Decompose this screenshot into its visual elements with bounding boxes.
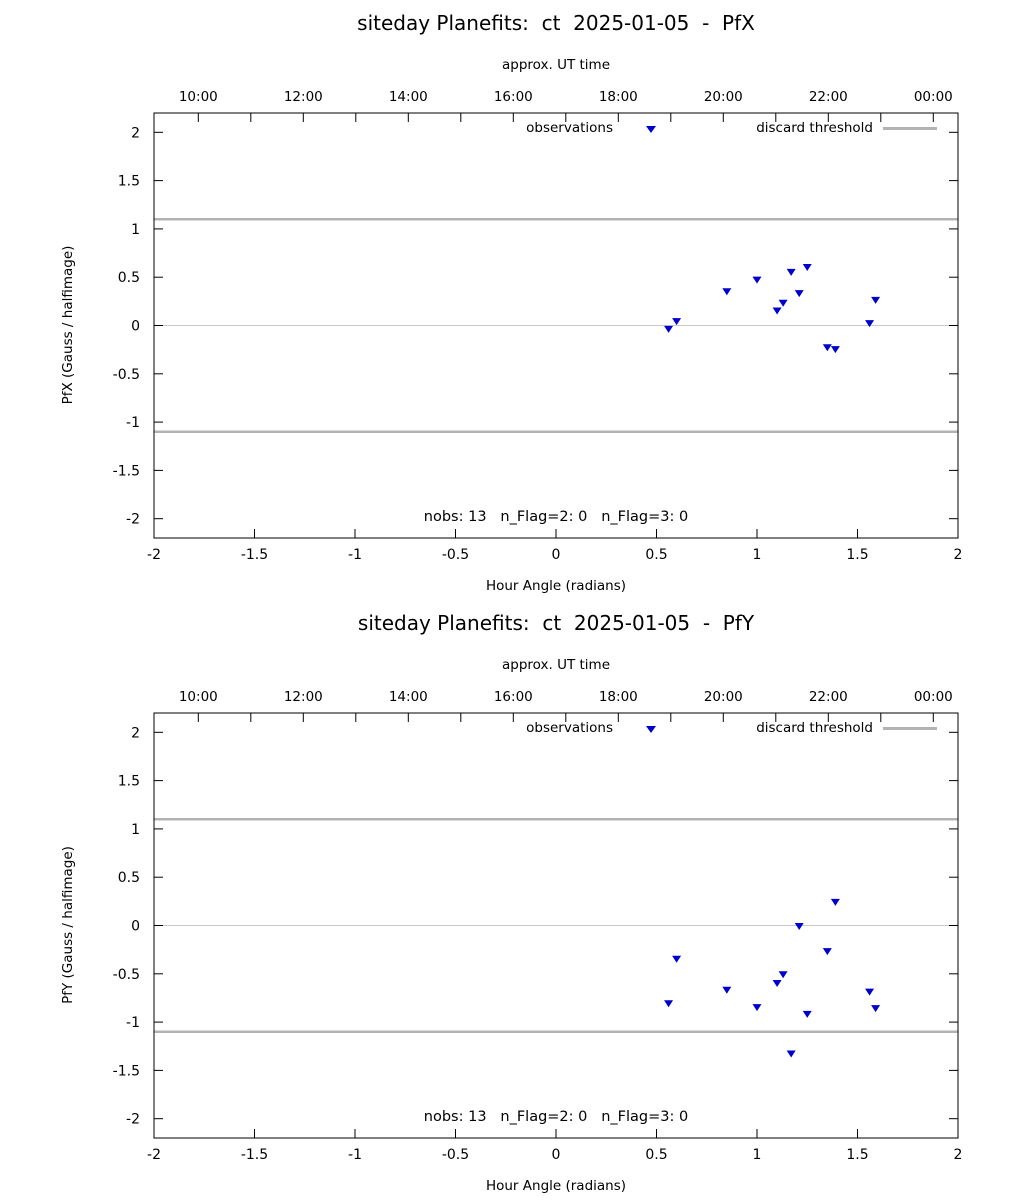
stats-text-pfy: nobs: 13 n_Flag=2: 0 n_Flag=3: 0 xyxy=(423,1109,689,1125)
ut-tick-label: 18:00 xyxy=(599,689,638,705)
ut-tick-label: 12:00 xyxy=(284,89,323,105)
x-tick-label: 1.5 xyxy=(846,1147,868,1163)
ut-tick-label: 12:00 xyxy=(284,689,323,705)
legend-observations-label: observations xyxy=(526,720,613,736)
pfy-chart-panel: siteday Planefits: ct 2025-01-05 - PfY a… xyxy=(0,600,1024,1200)
data-point xyxy=(772,979,782,987)
data-point xyxy=(664,1000,674,1008)
ut-tick-label: 10:00 xyxy=(179,89,218,105)
data-point xyxy=(664,325,674,333)
triangle-down-icon xyxy=(646,126,656,133)
x-axis-title-pfx: Hour Angle (radians) xyxy=(485,578,627,594)
stats-text-pfx: nobs: 13 n_Flag=2: 0 n_Flag=3: 0 xyxy=(423,509,689,525)
data-point xyxy=(778,299,788,307)
ut-tick-label: 22:00 xyxy=(809,89,848,105)
data-point xyxy=(871,1005,881,1013)
data-point xyxy=(830,346,840,354)
ut-tick-label: 20:00 xyxy=(704,689,743,705)
pfx-chart-panel: siteday Planefits: ct 2025-01-05 - PfX a… xyxy=(60,11,963,594)
data-point xyxy=(672,318,682,326)
x-tick-label: 0.5 xyxy=(645,547,667,563)
x-tick-label: 0 xyxy=(552,1147,561,1163)
pfx-plot-area: -2 -1.5 -1 -0.5 0 0.5 1 1.5 2 -2 -1.5 -1 -0.5 0 0.5 1 1.… xyxy=(113,89,963,563)
data-point xyxy=(822,344,832,352)
data-point xyxy=(786,268,796,276)
data-point xyxy=(772,307,782,315)
ut-tick-label: 14:00 xyxy=(389,689,428,705)
y-tick-label: -1.5 xyxy=(113,1063,140,1079)
x-tick-label: -0.5 xyxy=(442,547,469,563)
threshold-line-icon xyxy=(883,727,937,730)
y-tick-label: -0.5 xyxy=(113,967,140,983)
data-point xyxy=(752,1004,762,1012)
ut-tick-label: 20:00 xyxy=(704,89,743,105)
data-point xyxy=(786,1050,796,1058)
data-point xyxy=(794,290,804,298)
ut-tick-label: 16:00 xyxy=(494,689,533,705)
ut-tick-label: 16:00 xyxy=(494,89,533,105)
data-point xyxy=(802,1010,812,1018)
x-tick-label: -1.5 xyxy=(241,547,268,563)
x-tick-label: 2 xyxy=(954,1147,963,1163)
ut-tick-label: 18:00 xyxy=(599,89,638,105)
y-tick-label: -1.5 xyxy=(113,463,140,479)
x-tick-label: -1 xyxy=(348,1147,362,1163)
ut-tick-label: 00:00 xyxy=(914,689,953,705)
y-tick-label: 1 xyxy=(131,822,140,838)
pfy-plot-area: -2 -1.5 -1 -0.5 0 0.5 1 1.5 2 -2 -1.5 -1 -0.5 0 0.5 1 1.… xyxy=(113,689,963,1163)
y-tick-label: 0 xyxy=(131,919,140,935)
data-point xyxy=(722,986,732,994)
y-tick-label: 2 xyxy=(131,125,140,141)
y-tick-label: 0 xyxy=(131,319,140,335)
data-point xyxy=(722,288,732,296)
x-tick-label: -0.5 xyxy=(442,1147,469,1163)
y-tick-label: 1.5 xyxy=(118,174,140,190)
chart-title-pfy: siteday Planefits: ct 2025-01-05 - PfY xyxy=(357,611,755,635)
y-tick-label: 1.5 xyxy=(118,774,140,790)
x-tick-label: 1 xyxy=(753,1147,762,1163)
legend-discard-threshold-label: discard threshold xyxy=(756,120,873,136)
y-tick-label: 2 xyxy=(131,725,140,741)
x-tick-label: 1.5 xyxy=(846,547,868,563)
y-tick-label: -1 xyxy=(126,415,140,431)
x-tick-label: -2 xyxy=(147,1147,161,1163)
x-axis-title-pfy: Hour Angle (radians) xyxy=(485,1178,627,1194)
x-tick-label: -1.5 xyxy=(241,1147,268,1163)
x-tick-label: -2 xyxy=(147,547,161,563)
y-tick-label: -1 xyxy=(126,1015,140,1031)
y-tick-label: 0.5 xyxy=(118,270,140,286)
legend-discard-threshold-label: discard threshold xyxy=(756,720,873,736)
legend-observations-label: observations xyxy=(526,120,613,136)
triangle-down-icon xyxy=(646,726,656,733)
ut-time-axis-title: approx. UT time xyxy=(502,657,610,673)
ut-tick-label: 22:00 xyxy=(809,689,848,705)
data-point xyxy=(752,276,762,284)
ut-tick-label: 14:00 xyxy=(389,89,428,105)
x-tick-label: 0.5 xyxy=(645,1147,667,1163)
chart-title-pfx: siteday Planefits: ct 2025-01-05 - PfX xyxy=(357,11,755,35)
y-tick-label: -0.5 xyxy=(113,367,140,383)
ut-tick-label: 10:00 xyxy=(179,689,218,705)
data-point xyxy=(672,955,682,963)
ut-time-axis-title: approx. UT time xyxy=(502,57,610,73)
threshold-line-icon xyxy=(883,127,937,130)
data-point xyxy=(865,988,875,996)
y-tick-label: -2 xyxy=(126,1112,140,1128)
data-point xyxy=(830,898,840,906)
x-tick-label: 2 xyxy=(954,547,963,563)
data-point xyxy=(871,296,881,304)
y-tick-label: 1 xyxy=(131,222,140,238)
y-tick-label: -2 xyxy=(126,512,140,528)
x-tick-label: 0 xyxy=(552,547,561,563)
data-point xyxy=(865,320,875,328)
data-point xyxy=(794,922,804,930)
data-point xyxy=(802,264,812,272)
x-tick-label: -1 xyxy=(348,547,362,563)
ut-tick-label: 00:00 xyxy=(914,89,953,105)
data-point xyxy=(778,971,788,979)
x-tick-label: 1 xyxy=(753,547,762,563)
y-tick-label: 0.5 xyxy=(118,870,140,886)
data-point xyxy=(822,948,832,956)
